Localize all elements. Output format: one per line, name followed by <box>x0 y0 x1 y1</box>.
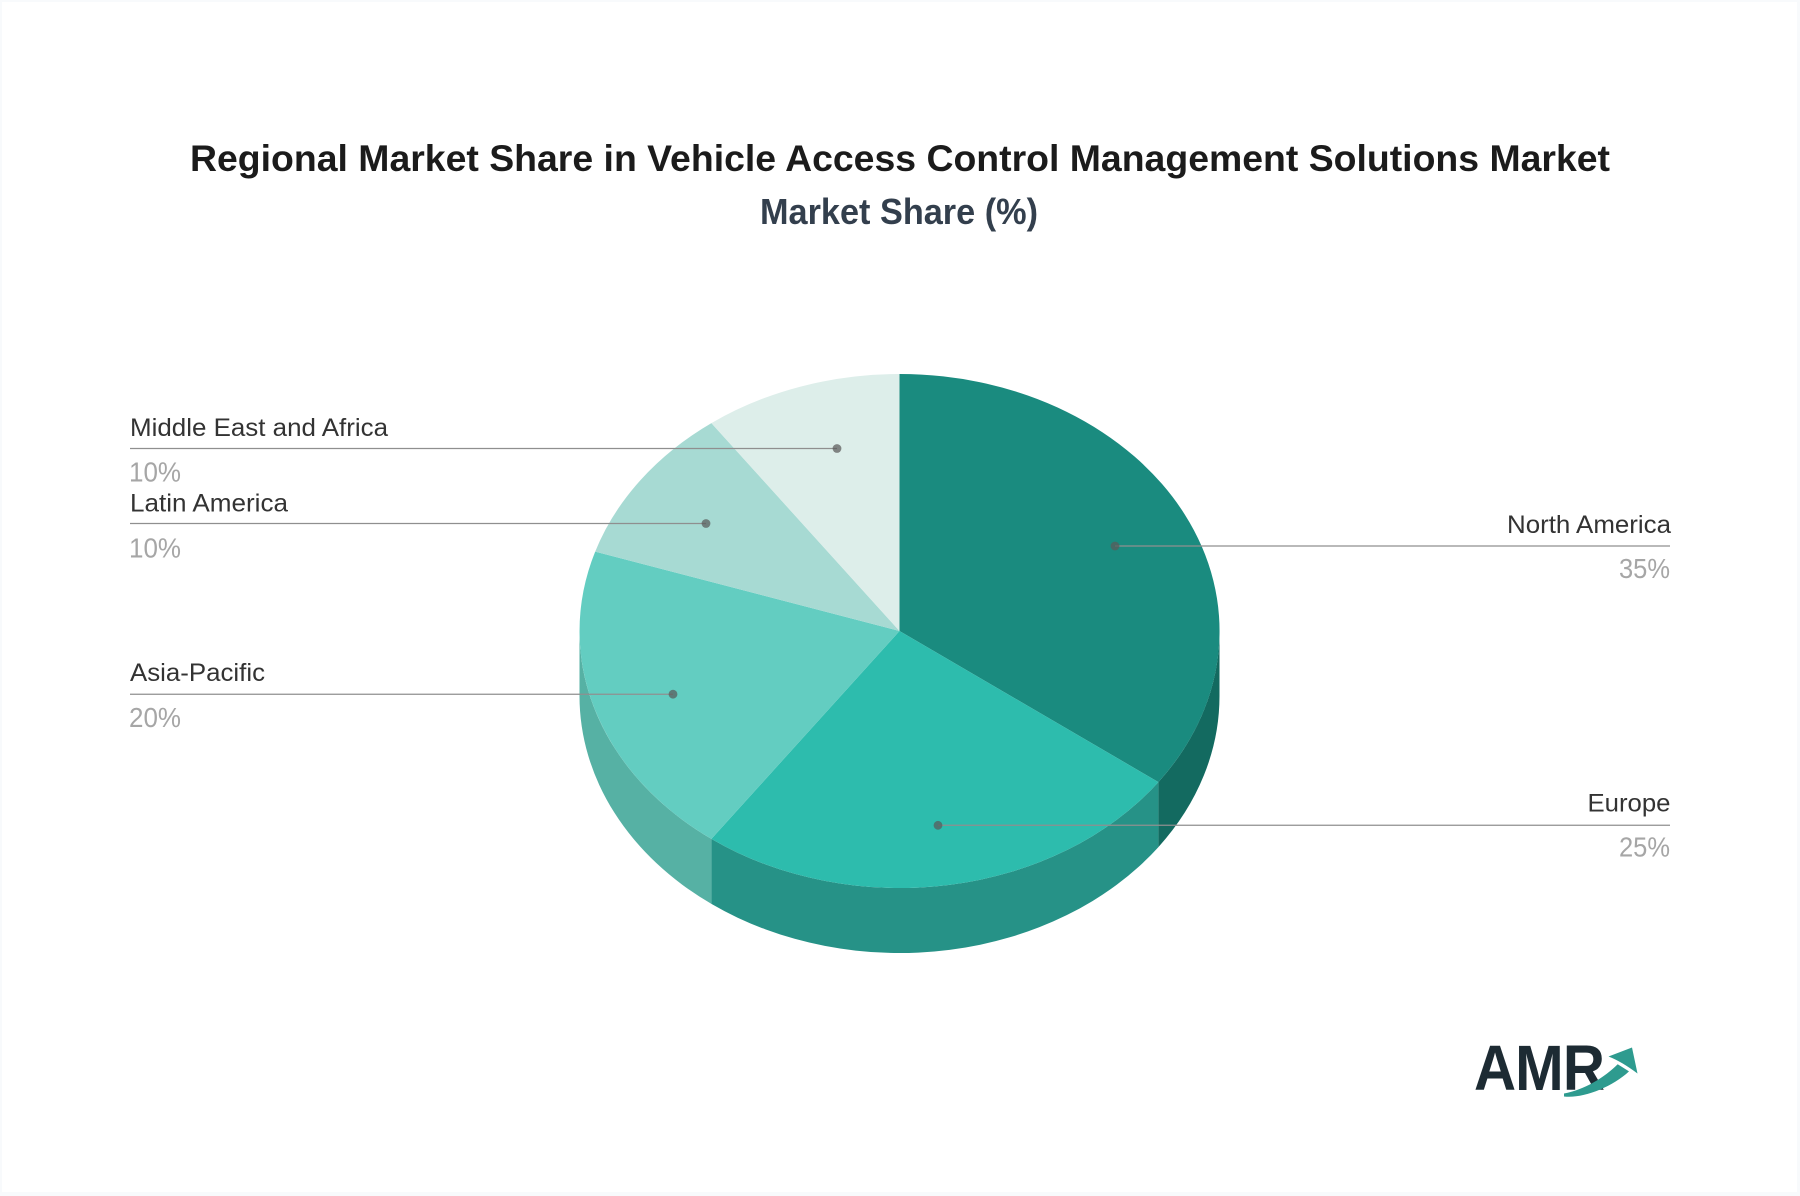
svg-text:Middle East and Africa: Middle East and Africa <box>130 414 388 442</box>
svg-text:Market Share (%): Market Share (%) <box>760 191 1038 232</box>
svg-text:25%: 25% <box>1619 831 1670 862</box>
svg-text:Europe: Europe <box>1588 790 1671 818</box>
svg-text:Latin America: Latin America <box>130 490 288 518</box>
svg-text:Regional Market Share in Vehic: Regional Market Share in Vehicle Access … <box>190 138 1610 179</box>
svg-text:Asia-Pacific: Asia-Pacific <box>130 659 265 687</box>
svg-text:North America: North America <box>1507 511 1671 539</box>
svg-text:20%: 20% <box>129 702 181 733</box>
svg-text:10%: 10% <box>129 457 181 488</box>
svg-text:35%: 35% <box>1619 553 1670 584</box>
svg-text:10%: 10% <box>129 533 181 564</box>
